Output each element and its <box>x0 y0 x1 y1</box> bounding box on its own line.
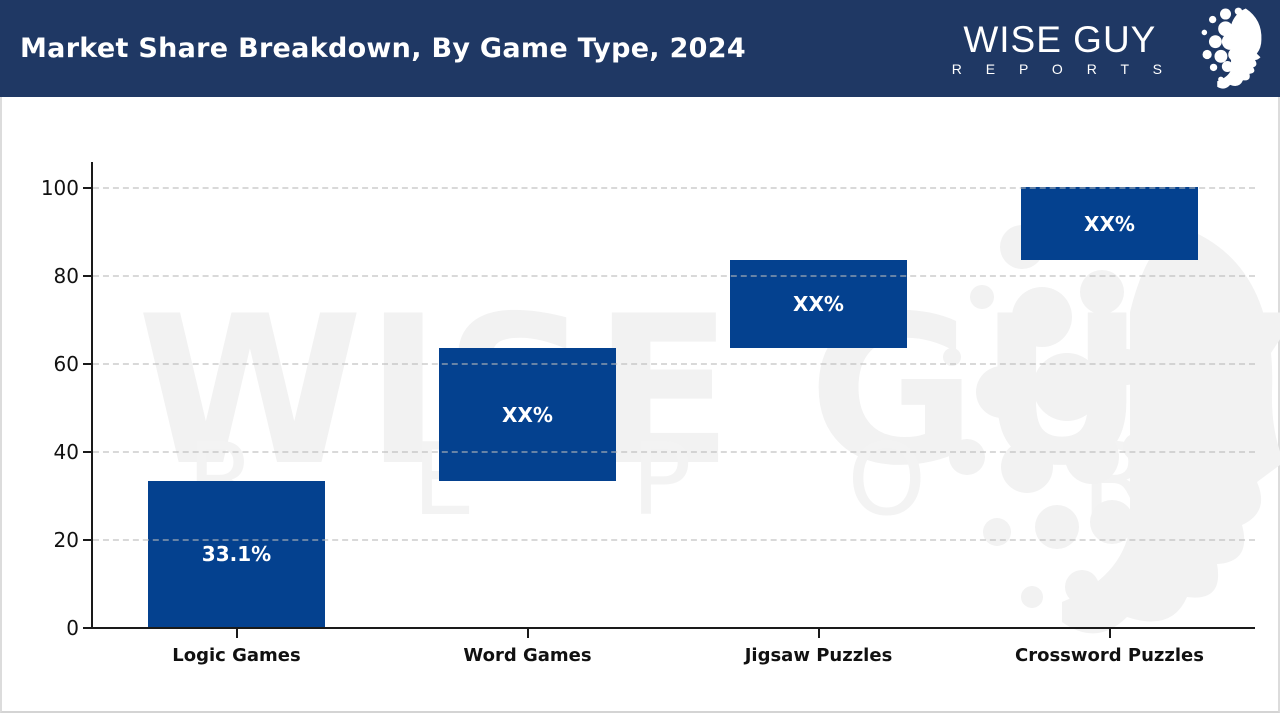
x-tick-mark <box>817 629 820 638</box>
bar-value-label: XX% <box>1084 211 1135 236</box>
y-tick-label: 60 <box>53 352 79 376</box>
bar-jigsaw-puzzles <box>730 260 907 349</box>
x-tick-mark <box>235 629 238 638</box>
y-axis-spine <box>91 162 93 629</box>
x-axis-label-logic-games: Logic Games <box>172 645 301 666</box>
y-tick-label: 20 <box>53 528 79 552</box>
bar-value-label: XX% <box>793 292 844 317</box>
logo-reports-text: R E P O R T S <box>951 61 1172 77</box>
chart-canvas: WISE GUY R E P O R T S 02040608010033.1%… <box>0 97 1280 713</box>
bar-value-label: 33.1% <box>201 542 272 567</box>
y-tick-label: 0 <box>66 616 79 640</box>
y-tick-mark <box>83 539 91 541</box>
x-tick-mark <box>1108 629 1111 638</box>
x-tick-mark <box>526 629 529 638</box>
y-tick-label: 40 <box>53 440 79 464</box>
y-tick-mark <box>83 627 91 629</box>
y-tick-mark <box>83 451 91 453</box>
bar-value-label: XX% <box>502 402 553 427</box>
y-tick-label: 100 <box>40 176 79 200</box>
bar-crossword-puzzles <box>1021 187 1198 261</box>
bar-word-games <box>439 348 616 482</box>
bar-logic-games <box>148 481 325 627</box>
watermark-face-dots <box>943 215 1280 634</box>
gridline-y-80 <box>93 275 1255 277</box>
y-tick-mark <box>83 275 91 277</box>
logo-name-text: WISE GUY <box>963 19 1157 60</box>
x-axis-label-crossword-puzzles: Crossword Puzzles <box>1015 645 1204 666</box>
gridline-y-100 <box>93 187 1255 189</box>
x-axis-label-word-games: Word Games <box>463 645 592 666</box>
x-axis-spine <box>91 627 1255 629</box>
logo-wordmark: WISE GUY R E P O R T S <box>948 21 1172 76</box>
page-title: Market Share Breakdown, By Game Type, 20… <box>20 33 746 64</box>
y-tick-mark <box>83 363 91 365</box>
logo-face-icon <box>1201 7 1262 89</box>
gridline-y-60 <box>93 363 1255 365</box>
header-bar: Market Share Breakdown, By Game Type, 20… <box>0 0 1280 97</box>
x-axis-label-jigsaw-puzzles: Jigsaw Puzzles <box>744 645 893 666</box>
gridline-y-40 <box>93 451 1255 453</box>
wiseguy-logo: WISE GUY R E P O R T S <box>948 4 1266 94</box>
gridline-y-20 <box>93 539 1255 541</box>
y-tick-mark <box>83 187 91 189</box>
y-tick-label: 80 <box>53 264 79 288</box>
